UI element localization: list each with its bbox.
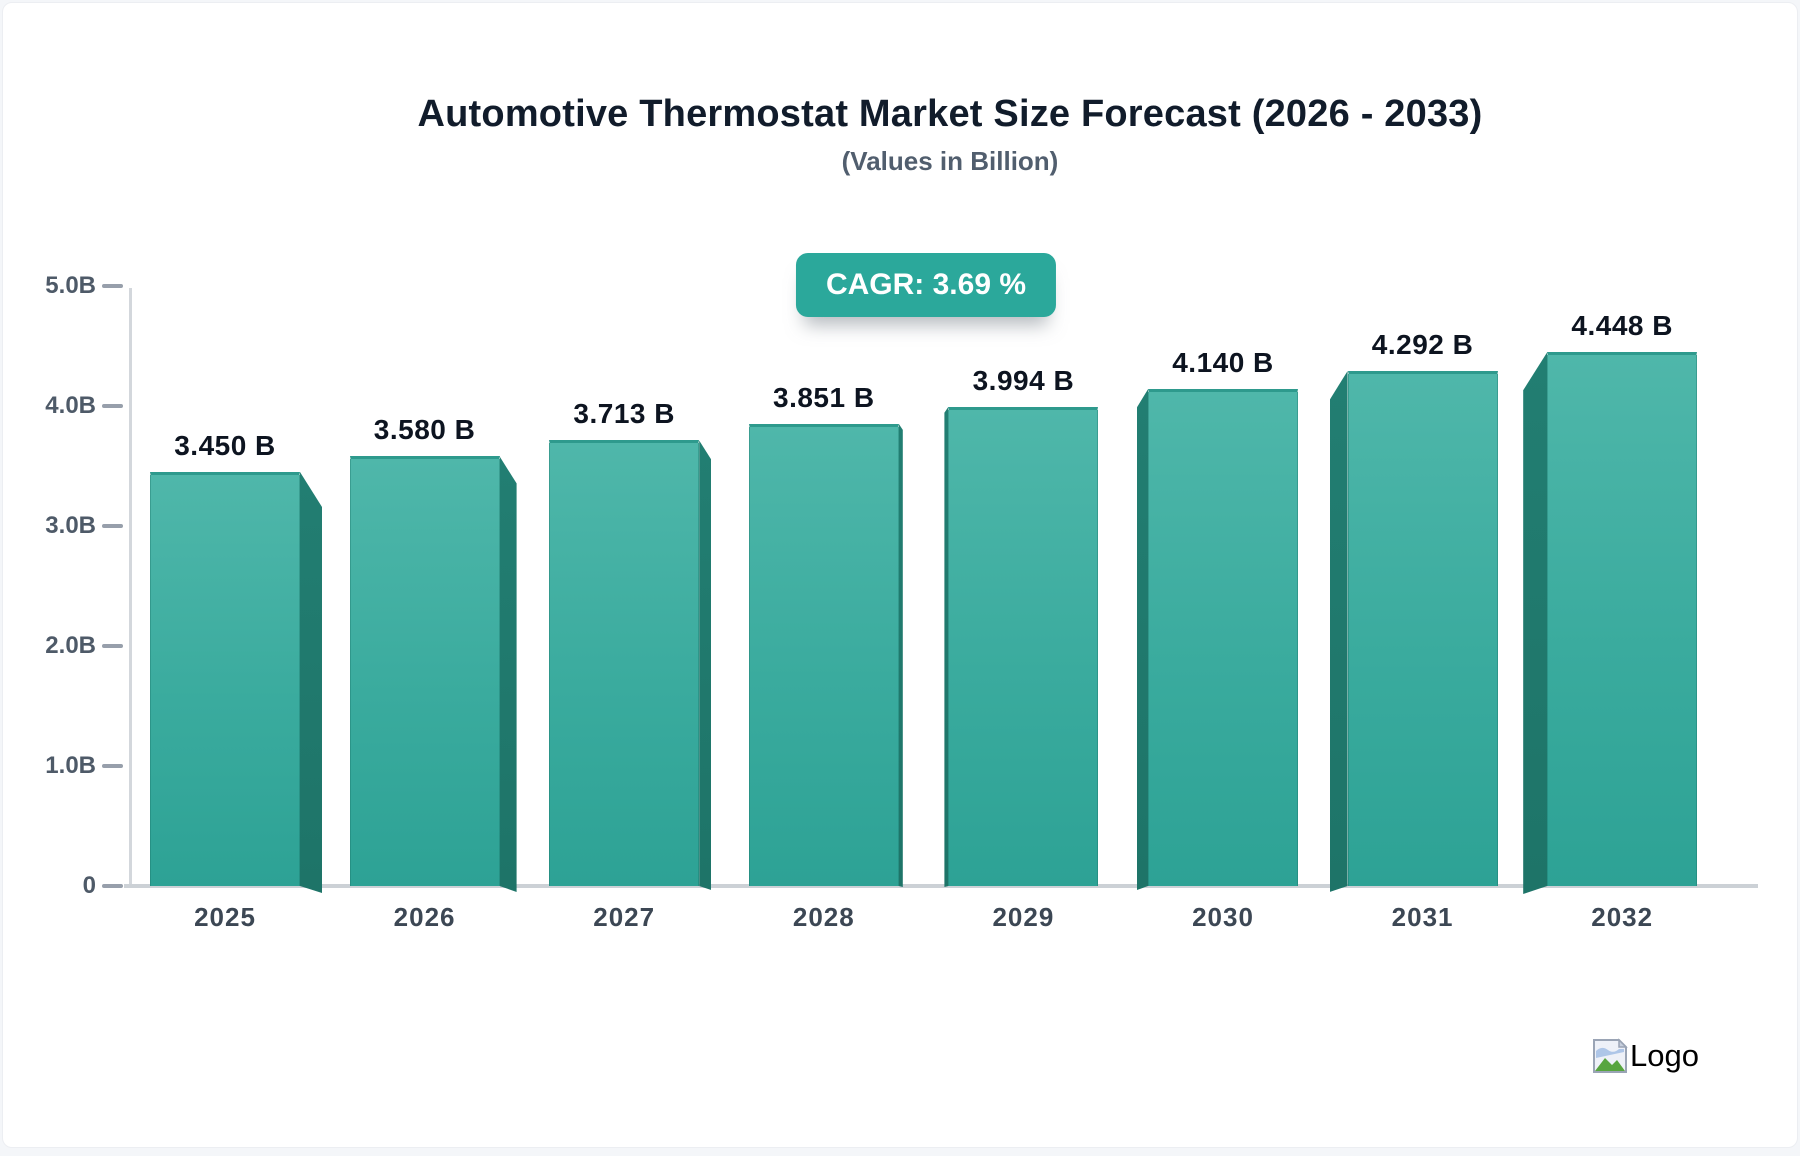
bar: 3.851 B bbox=[748, 382, 903, 887]
x-axis-label: 2026 bbox=[393, 902, 456, 932]
bar: 4.140 B bbox=[1137, 347, 1298, 890]
y-axis-tick-label: 1.0B bbox=[45, 752, 96, 779]
y-axis-tick-mark bbox=[102, 284, 123, 288]
bar-value-label: 3.450 B bbox=[174, 430, 276, 461]
y-axis-tick-mark bbox=[102, 644, 123, 648]
chart-header: Automotive Thermostat Market Size Foreca… bbox=[100, 92, 1800, 177]
y-axis-tick-mark bbox=[102, 404, 123, 408]
footer-logo: Logo bbox=[1592, 1038, 1699, 1074]
bar-value-label: 4.140 B bbox=[1172, 347, 1274, 379]
bar-side-face bbox=[1523, 352, 1548, 894]
x-axis-label: 2030 bbox=[1192, 902, 1254, 932]
bar-front-face bbox=[150, 472, 300, 886]
x-axis-label: 2031 bbox=[1391, 902, 1454, 932]
chart-title: Automotive Thermostat Market Size Foreca… bbox=[417, 93, 1483, 135]
y-axis-tick-mark bbox=[102, 524, 123, 528]
bar: 3.994 B bbox=[944, 365, 1099, 887]
y-axis-tick-label: 4.0B bbox=[45, 392, 96, 419]
x-axis-label: 2032 bbox=[1591, 902, 1654, 932]
y-axis-tick-label: 5.0B bbox=[45, 272, 96, 299]
bar: 3.713 B bbox=[549, 398, 712, 890]
bar-value-label: 4.448 B bbox=[1571, 310, 1673, 342]
bar: 4.292 B bbox=[1329, 329, 1498, 892]
x-axis-label: 2028 bbox=[792, 902, 855, 932]
y-axis-tick-label: 2.0B bbox=[45, 632, 96, 659]
x-axis-label: 2025 bbox=[194, 902, 256, 932]
bar-front-face bbox=[1547, 352, 1698, 886]
bar-side-face bbox=[1137, 389, 1148, 890]
x-axis-label: 2027 bbox=[593, 902, 656, 932]
y-axis-tick-label: 3.0B bbox=[45, 512, 96, 539]
bar-side-face bbox=[944, 406, 949, 887]
x-axis-label: 2029 bbox=[992, 902, 1055, 932]
bar-value-label: 3.851 B bbox=[773, 381, 875, 413]
bar-front-face bbox=[1148, 389, 1298, 886]
bar: 3.450 B bbox=[150, 430, 322, 893]
bar-value-label: 4.292 B bbox=[1371, 328, 1474, 360]
bar-side-face bbox=[1329, 370, 1348, 892]
bar: 3.580 B bbox=[349, 414, 517, 892]
bar-value-label: 3.994 B bbox=[972, 364, 1075, 396]
bar-side-face bbox=[898, 423, 903, 887]
bar-side-face bbox=[300, 472, 322, 893]
chart-subtitle: (Values in Billion) bbox=[841, 146, 1059, 176]
y-axis-line bbox=[129, 288, 132, 886]
x-axis-line bbox=[124, 884, 1758, 888]
bar-front-face bbox=[349, 456, 500, 886]
bar-side-face bbox=[699, 440, 712, 890]
bar-side-face bbox=[499, 456, 517, 892]
bar-front-face bbox=[1347, 370, 1498, 886]
bar: 4.448 B bbox=[1523, 310, 1698, 894]
bar-value-label: 3.713 B bbox=[573, 398, 675, 430]
cagr-badge: CAGR: 3.69 % bbox=[795, 253, 1057, 317]
y-axis-tick-label: 0 bbox=[82, 872, 96, 899]
broken-image-icon bbox=[1593, 1038, 1628, 1073]
bar-front-face bbox=[948, 406, 1099, 886]
bar-front-face bbox=[748, 423, 899, 886]
y-axis-tick-mark bbox=[102, 884, 123, 888]
y-axis-tick-mark bbox=[102, 764, 123, 768]
logo-alt-text: Logo bbox=[1630, 1038, 1699, 1073]
bar-front-face bbox=[549, 440, 700, 886]
bar-value-label: 3.580 B bbox=[373, 414, 476, 446]
